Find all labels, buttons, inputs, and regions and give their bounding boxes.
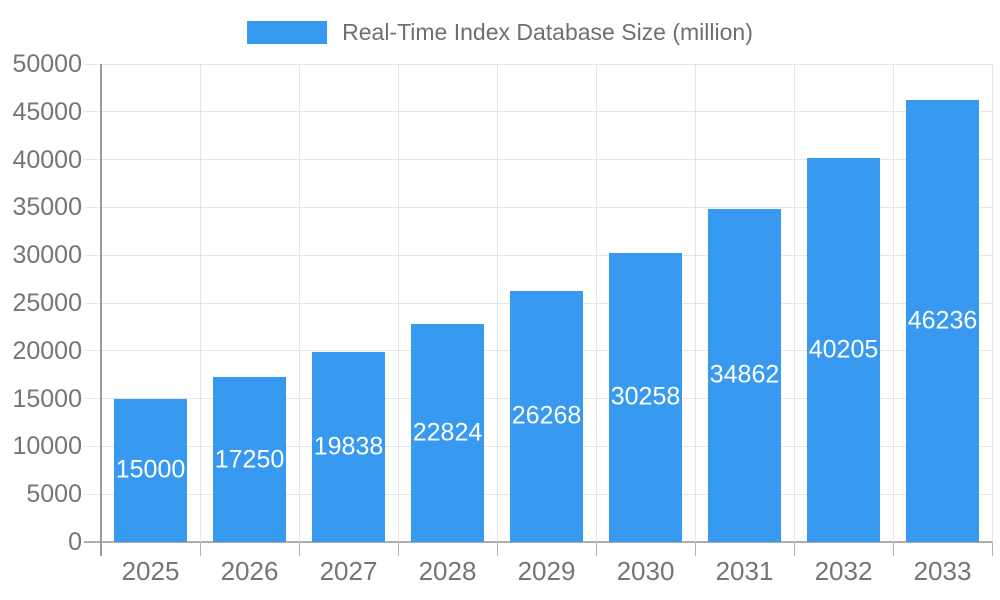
x-axis-tick-label: 2026	[220, 556, 279, 586]
y-axis-tick-label: 5000	[26, 480, 82, 509]
x-axis-tick	[199, 542, 201, 556]
bar[interactable]: 40205	[807, 157, 880, 542]
y-axis-tick-label: 10000	[12, 432, 82, 461]
bar-value-label: 34862	[709, 360, 780, 389]
bar-value-label: 17250	[214, 445, 285, 474]
bar-value-label: 15000	[115, 455, 186, 484]
y-axis-tick-label: 25000	[12, 289, 82, 317]
gridline-vertical	[298, 64, 300, 542]
gridline-vertical	[991, 64, 993, 542]
x-axis-tick-label: 2031	[715, 556, 774, 586]
gridline-vertical	[397, 64, 399, 542]
x-axis-tick	[496, 542, 498, 556]
x-axis-tick-label: 2033	[913, 556, 972, 586]
bar-value-label: 46236	[907, 306, 978, 335]
bar[interactable]: 22824	[411, 323, 484, 542]
y-axis-tick-label: 20000	[12, 336, 82, 365]
x-axis-line	[84, 541, 992, 543]
x-axis-tick	[595, 542, 597, 556]
x-axis-tick-label: 2027	[319, 556, 378, 586]
bar-value-label: 19838	[313, 432, 384, 461]
y-axis-tick-label: 40000	[12, 145, 82, 174]
x-axis-tick	[298, 542, 300, 556]
y-axis-tick-label: 45000	[12, 97, 82, 126]
x-axis-tick	[892, 542, 894, 556]
x-axis-tick	[991, 542, 993, 556]
bar[interactable]: 17250	[213, 377, 286, 542]
bar[interactable]: 34862	[708, 208, 781, 542]
gridline-horizontal	[84, 159, 992, 161]
y-axis-tick-label: 30000	[12, 241, 82, 270]
gridline-vertical	[496, 64, 498, 542]
y-axis-tick-label: 50000	[12, 50, 82, 78]
x-axis-tick-label: 2032	[814, 556, 873, 586]
bar-value-label: 40205	[808, 335, 879, 364]
x-axis-tick-label: 2029	[517, 556, 576, 586]
gridline-vertical	[793, 64, 795, 542]
gridline-vertical	[892, 64, 894, 542]
bar-value-label: 22824	[412, 418, 483, 447]
bar[interactable]: 26268	[510, 290, 583, 542]
y-axis-tick-label: 15000	[12, 384, 82, 413]
gridline-horizontal	[84, 63, 992, 65]
bar[interactable]: 15000	[114, 398, 187, 542]
gridline-horizontal	[84, 206, 992, 208]
bar-value-label: 26268	[511, 401, 582, 430]
x-axis-tick	[793, 542, 795, 556]
y-axis-tick-label: 0	[68, 528, 82, 556]
bar[interactable]: 46236	[906, 99, 979, 542]
x-axis-tick-label: 2030	[616, 556, 675, 586]
gridline-vertical	[694, 64, 696, 542]
gridline-horizontal	[84, 111, 992, 113]
x-axis-tick	[397, 542, 399, 556]
legend-swatch-icon	[247, 20, 328, 44]
y-axis-tick-label: 35000	[12, 193, 82, 222]
y-axis-line	[100, 64, 102, 556]
x-axis-tick	[694, 542, 696, 556]
gridline-vertical	[199, 64, 201, 542]
bar[interactable]: 30258	[609, 252, 682, 542]
x-axis-tick-label: 2025	[121, 556, 180, 586]
x-axis-tick-label: 2028	[418, 556, 477, 586]
bar[interactable]: 19838	[312, 352, 385, 542]
gridline-vertical	[595, 64, 597, 542]
bar-value-label: 30258	[610, 382, 681, 411]
gridline-horizontal	[84, 254, 992, 256]
legend-label: Real-Time Index Database Size (million)	[342, 18, 753, 45]
chart-legend[interactable]: Real-Time Index Database Size (million)	[0, 17, 1000, 47]
